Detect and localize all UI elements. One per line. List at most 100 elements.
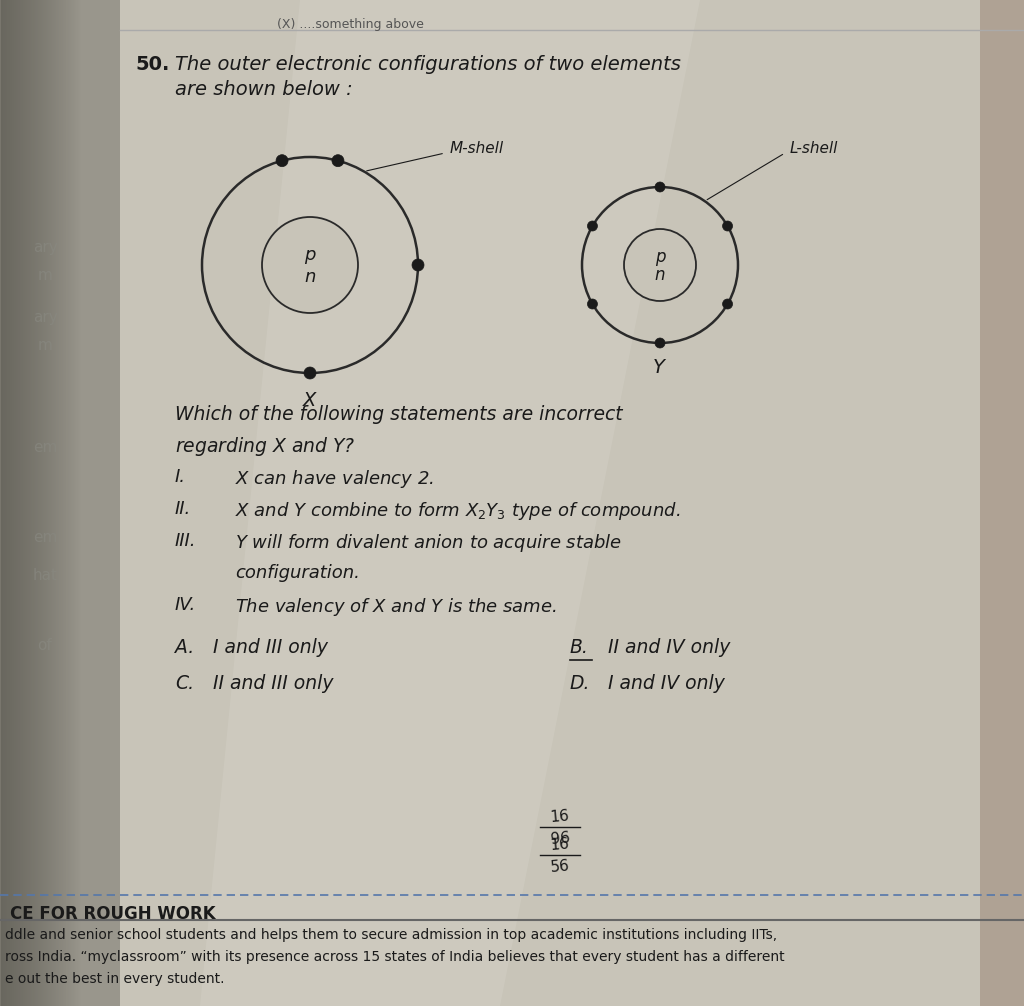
- Text: ary: ary: [33, 240, 57, 255]
- Bar: [43, 0, 45, 1006]
- Bar: [2, 0, 4, 1006]
- Text: p: p: [304, 246, 315, 264]
- Bar: [53, 0, 55, 1006]
- Bar: [63, 0, 65, 1006]
- Bar: [52, 0, 54, 1006]
- Text: D.: D.: [570, 674, 591, 693]
- Bar: [56, 0, 58, 1006]
- Bar: [63, 0, 66, 1006]
- Text: II.: II.: [175, 500, 191, 518]
- Bar: [37, 0, 39, 1006]
- Text: $X$ can have valency 2.: $X$ can have valency 2.: [234, 468, 434, 490]
- Bar: [25, 0, 27, 1006]
- Bar: [72, 0, 74, 1006]
- Bar: [20, 0, 22, 1006]
- Bar: [17, 0, 19, 1006]
- Bar: [27, 0, 29, 1006]
- Text: 96: 96: [550, 830, 570, 847]
- Bar: [51, 0, 53, 1006]
- Text: 50.: 50.: [135, 55, 169, 74]
- Bar: [61, 0, 63, 1006]
- Text: hat: hat: [33, 568, 57, 583]
- Text: ary: ary: [33, 310, 57, 325]
- Circle shape: [304, 367, 316, 379]
- Bar: [40, 0, 42, 1006]
- Bar: [67, 0, 69, 1006]
- Bar: [65, 0, 67, 1006]
- Bar: [60, 0, 62, 1006]
- Text: are shown below :: are shown below :: [175, 80, 352, 99]
- Text: The outer electronic configurations of two elements: The outer electronic configurations of t…: [175, 55, 681, 74]
- Text: B.: B.: [570, 638, 589, 657]
- Bar: [24, 0, 26, 1006]
- Bar: [32, 0, 34, 1006]
- Bar: [1, 0, 3, 1006]
- Circle shape: [588, 221, 597, 231]
- Bar: [0, 0, 2, 1006]
- Bar: [54, 0, 56, 1006]
- Bar: [28, 0, 30, 1006]
- Bar: [70, 0, 72, 1006]
- Text: em: em: [33, 530, 57, 545]
- Bar: [10, 0, 12, 1006]
- Bar: [55, 0, 57, 1006]
- Bar: [74, 0, 76, 1006]
- Bar: [42, 0, 44, 1006]
- Bar: [29, 0, 31, 1006]
- Bar: [6, 0, 8, 1006]
- Bar: [48, 0, 50, 1006]
- Bar: [39, 0, 41, 1006]
- Bar: [4, 0, 6, 1006]
- Text: n: n: [654, 266, 666, 284]
- Bar: [57, 0, 59, 1006]
- Circle shape: [723, 299, 732, 309]
- Bar: [15, 0, 17, 1006]
- Bar: [68, 0, 70, 1006]
- Text: C.: C.: [175, 674, 195, 693]
- Text: IV.: IV.: [175, 596, 197, 614]
- Text: m: m: [38, 268, 52, 283]
- Bar: [47, 0, 49, 1006]
- Bar: [18, 0, 20, 1006]
- Text: $X$ and $Y$ combine to form $X_2Y_3$ type of compound.: $X$ and $Y$ combine to form $X_2Y_3$ typ…: [234, 500, 681, 522]
- Bar: [0, 0, 120, 1006]
- Bar: [66, 0, 68, 1006]
- Text: em: em: [33, 440, 57, 455]
- Bar: [58, 0, 60, 1006]
- Bar: [38, 0, 40, 1006]
- Bar: [36, 0, 38, 1006]
- Circle shape: [412, 259, 424, 271]
- Text: Which of the following statements are incorrect: Which of the following statements are in…: [175, 405, 623, 424]
- Bar: [73, 0, 75, 1006]
- Bar: [12, 0, 14, 1006]
- Circle shape: [588, 299, 597, 309]
- Text: n: n: [304, 268, 315, 286]
- Bar: [34, 0, 36, 1006]
- Text: I and III only: I and III only: [213, 638, 328, 657]
- Text: configuration.: configuration.: [234, 564, 359, 582]
- Bar: [69, 0, 71, 1006]
- Bar: [41, 0, 43, 1006]
- Text: II and IV only: II and IV only: [608, 638, 730, 657]
- Bar: [980, 0, 1024, 1006]
- Text: I and IV only: I and IV only: [608, 674, 725, 693]
- Text: 56: 56: [550, 858, 570, 874]
- Text: $Y$ will form divalent anion to acquire stable: $Y$ will form divalent anion to acquire …: [234, 532, 622, 554]
- Bar: [7, 0, 9, 1006]
- Bar: [50, 0, 52, 1006]
- Circle shape: [262, 217, 358, 313]
- Bar: [9, 0, 11, 1006]
- Circle shape: [723, 221, 732, 231]
- Bar: [31, 0, 33, 1006]
- Bar: [30, 0, 32, 1006]
- Text: $Y$: $Y$: [652, 358, 668, 377]
- Circle shape: [332, 155, 344, 167]
- Text: ross India. “myclassroom” with its presence across 15 states of India believes t: ross India. “myclassroom” with its prese…: [5, 950, 784, 964]
- Text: (X) ....something above: (X) ....something above: [276, 18, 424, 31]
- Bar: [5, 0, 7, 1006]
- Text: I.: I.: [175, 468, 186, 486]
- Bar: [3, 0, 5, 1006]
- Text: III.: III.: [175, 532, 197, 550]
- Bar: [23, 0, 25, 1006]
- Bar: [11, 0, 13, 1006]
